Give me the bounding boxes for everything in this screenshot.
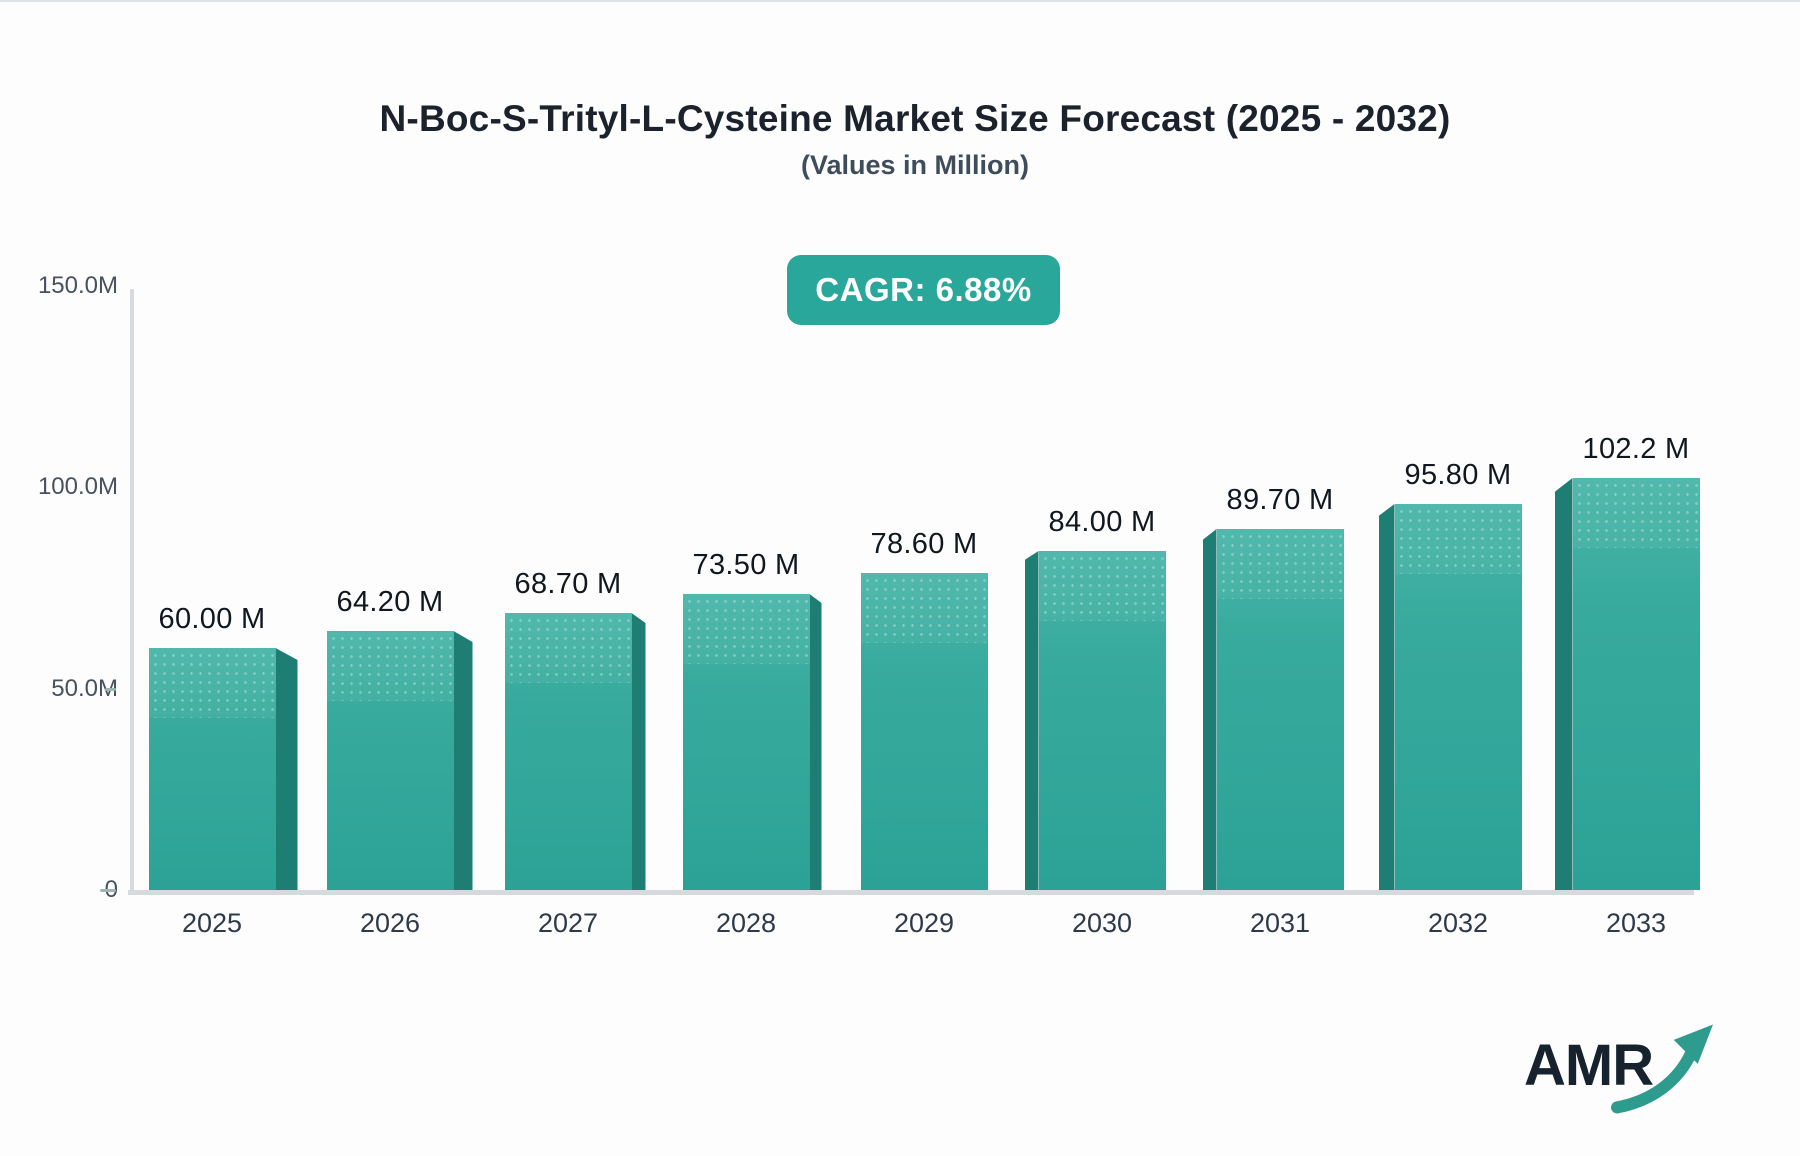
bar-2028-side-face bbox=[809, 594, 822, 890]
amr-logo-text: AMR bbox=[1524, 1033, 1654, 1098]
chart-title: N-Boc-S-Trityl-L-Cysteine Market Size Fo… bbox=[379, 98, 1451, 139]
y-axis-line bbox=[130, 289, 134, 895]
x-axis-category-label: 2033 bbox=[1605, 908, 1667, 938]
y-axis-tick-label: 100.0M bbox=[37, 473, 118, 500]
bar-2028[interactable] bbox=[682, 594, 810, 890]
bar-value-label: 78.60 M bbox=[870, 528, 978, 560]
bar-value-label: 89.70 M bbox=[1226, 484, 1334, 516]
x-axis-category-label: 2025 bbox=[181, 908, 243, 938]
bar-2026[interactable] bbox=[326, 631, 454, 890]
bar-2033[interactable] bbox=[1572, 478, 1700, 890]
bar-2027-side-face bbox=[631, 613, 646, 890]
x-axis-line bbox=[128, 890, 1694, 895]
x-axis-category-label: 2031 bbox=[1249, 908, 1311, 938]
bar-value-label: 102.2 M bbox=[1582, 433, 1690, 465]
bar-2031[interactable] bbox=[1216, 529, 1344, 890]
bar-2027[interactable] bbox=[504, 613, 632, 890]
bar-2030-side-face bbox=[1024, 551, 1039, 890]
bar-value-label: 64.20 M bbox=[336, 586, 444, 618]
bar-2033-side-face bbox=[1554, 478, 1573, 890]
y-axis-tick-mark bbox=[100, 889, 116, 892]
bar-value-label: 60.00 M bbox=[158, 603, 266, 635]
bar-value-label: 73.50 M bbox=[692, 549, 800, 581]
x-axis-category-label: 2032 bbox=[1427, 908, 1489, 938]
bar-2029[interactable] bbox=[860, 573, 988, 890]
x-axis-category-label: 2029 bbox=[893, 908, 955, 938]
x-axis-category-label: 2028 bbox=[715, 908, 777, 938]
chart-subtitle: (Values in Million) bbox=[800, 150, 1030, 180]
bar-2032-side-face bbox=[1378, 504, 1395, 890]
bar-value-label: 84.00 M bbox=[1048, 506, 1156, 538]
bar-2031-side-face bbox=[1202, 529, 1217, 890]
cagr-badge-label: CAGR: 6.88% bbox=[815, 271, 1032, 308]
cagr-badge: CAGR: 6.88% bbox=[787, 255, 1060, 325]
y-axis-tick-label: 50.0M bbox=[51, 674, 118, 702]
bar-2025-side-face bbox=[275, 648, 298, 890]
bar-value-label: 95.80 M bbox=[1404, 459, 1512, 491]
y-axis-tick-mark bbox=[105, 687, 116, 691]
bar-2026-side-face bbox=[453, 631, 473, 890]
x-axis-category-label: 2026 bbox=[359, 908, 421, 938]
x-axis-category-label: 2030 bbox=[1071, 908, 1133, 938]
bar-2032[interactable] bbox=[1394, 504, 1522, 890]
bar-value-label: 68.70 M bbox=[514, 568, 622, 600]
y-axis-tick-label: 150.0M bbox=[37, 271, 118, 299]
growth-arrow-icon bbox=[1611, 1024, 1713, 1114]
bar-2030[interactable] bbox=[1038, 551, 1166, 890]
amr-logo: AMR bbox=[1524, 1024, 1724, 1114]
bar-2025[interactable] bbox=[148, 648, 276, 890]
x-axis-category-label: 2027 bbox=[537, 908, 599, 938]
